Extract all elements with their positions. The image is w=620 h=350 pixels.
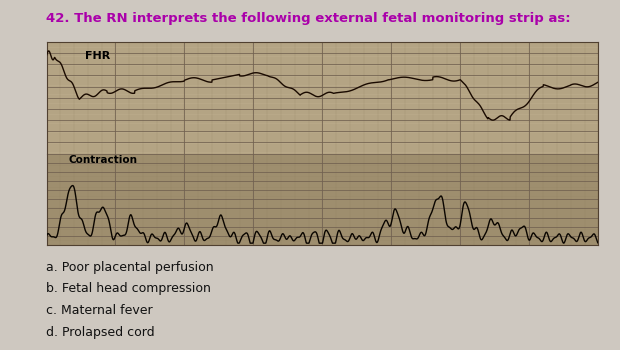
- Text: 42. The RN interprets the following external fetal monitoring strip as:: 42. The RN interprets the following exte…: [46, 12, 571, 25]
- Text: d. Prolapsed cord: d. Prolapsed cord: [46, 326, 155, 339]
- Text: c. Maternal fever: c. Maternal fever: [46, 304, 153, 317]
- Text: a. Poor placental perfusion: a. Poor placental perfusion: [46, 261, 214, 274]
- Text: Contraction: Contraction: [69, 155, 138, 166]
- Text: FHR: FHR: [85, 51, 110, 61]
- Text: b. Fetal head compression: b. Fetal head compression: [46, 282, 211, 295]
